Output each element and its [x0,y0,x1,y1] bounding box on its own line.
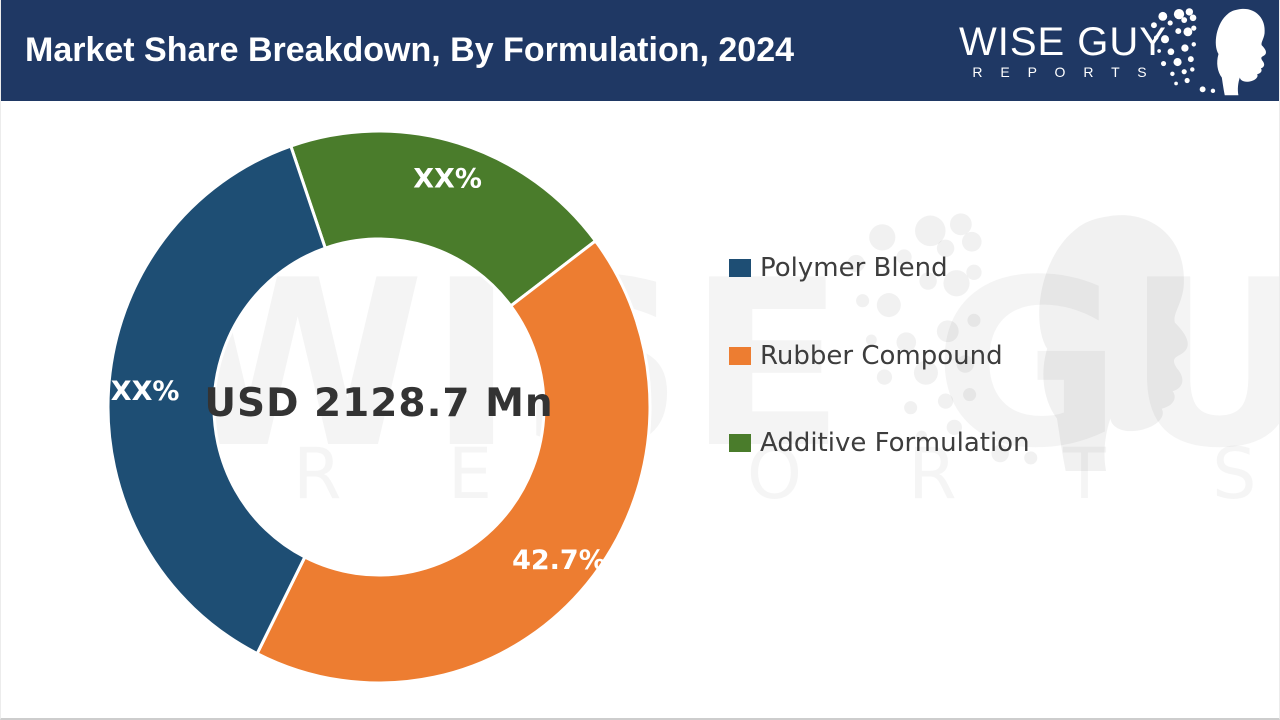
legend-item-rubber-compound[interactable]: Rubber Compound [729,340,1030,373]
logo-face-icon [1151,7,1267,95]
legend: Polymer Blend Rubber Compound Additive F… [729,252,1030,460]
page-title: Market Share Breakdown, By Formulation, … [25,31,795,69]
donut-segment-polymer-blend[interactable] [106,144,327,656]
segment-value-label: 42.7% [512,545,606,576]
donut-center-value: USD 2128.7 Mn [204,381,554,426]
legend-item-label: Polymer Blend [760,253,948,283]
legend-item-label: Rubber Compound [760,340,1003,371]
brand-wordmark: WISE GUY R E P O R T S [959,22,1167,79]
watermark-wordmark-sub: R E P O R T S [293,439,1279,509]
watermark-wordmark: WISE GUY [171,251,1279,481]
brand-logo: WISE GUY R E P O R T S [959,0,1269,101]
header-bar: Market Share Breakdown, By Formulation, … [1,0,1279,101]
segment-value-label: XX% [111,376,180,407]
legend-swatch-polymer-blend [729,259,751,278]
segment-value-label: XX% [413,164,482,195]
brand-wordmark-main: WISE GUY [958,20,1167,64]
legend-item-polymer-blend[interactable]: Polymer Blend [729,252,1030,285]
legend-item-additive-formulation[interactable]: Additive Formulation [729,427,1030,460]
watermark-face [847,213,1188,471]
legend-item-label: Additive Formulation [760,428,1030,458]
donut-segment-additive-formulation[interactable] [289,129,597,308]
brand-wordmark-sub: R E P O R T S [972,64,1154,80]
legend-swatch-additive-formulation [729,434,751,453]
legend-swatch-rubber-compound [729,346,751,365]
donut-segment-rubber-compound[interactable] [255,239,652,685]
chart-area: WISE GUY R E P O R T S XX% 42.7% XX% USD 2… [1,101,1279,718]
